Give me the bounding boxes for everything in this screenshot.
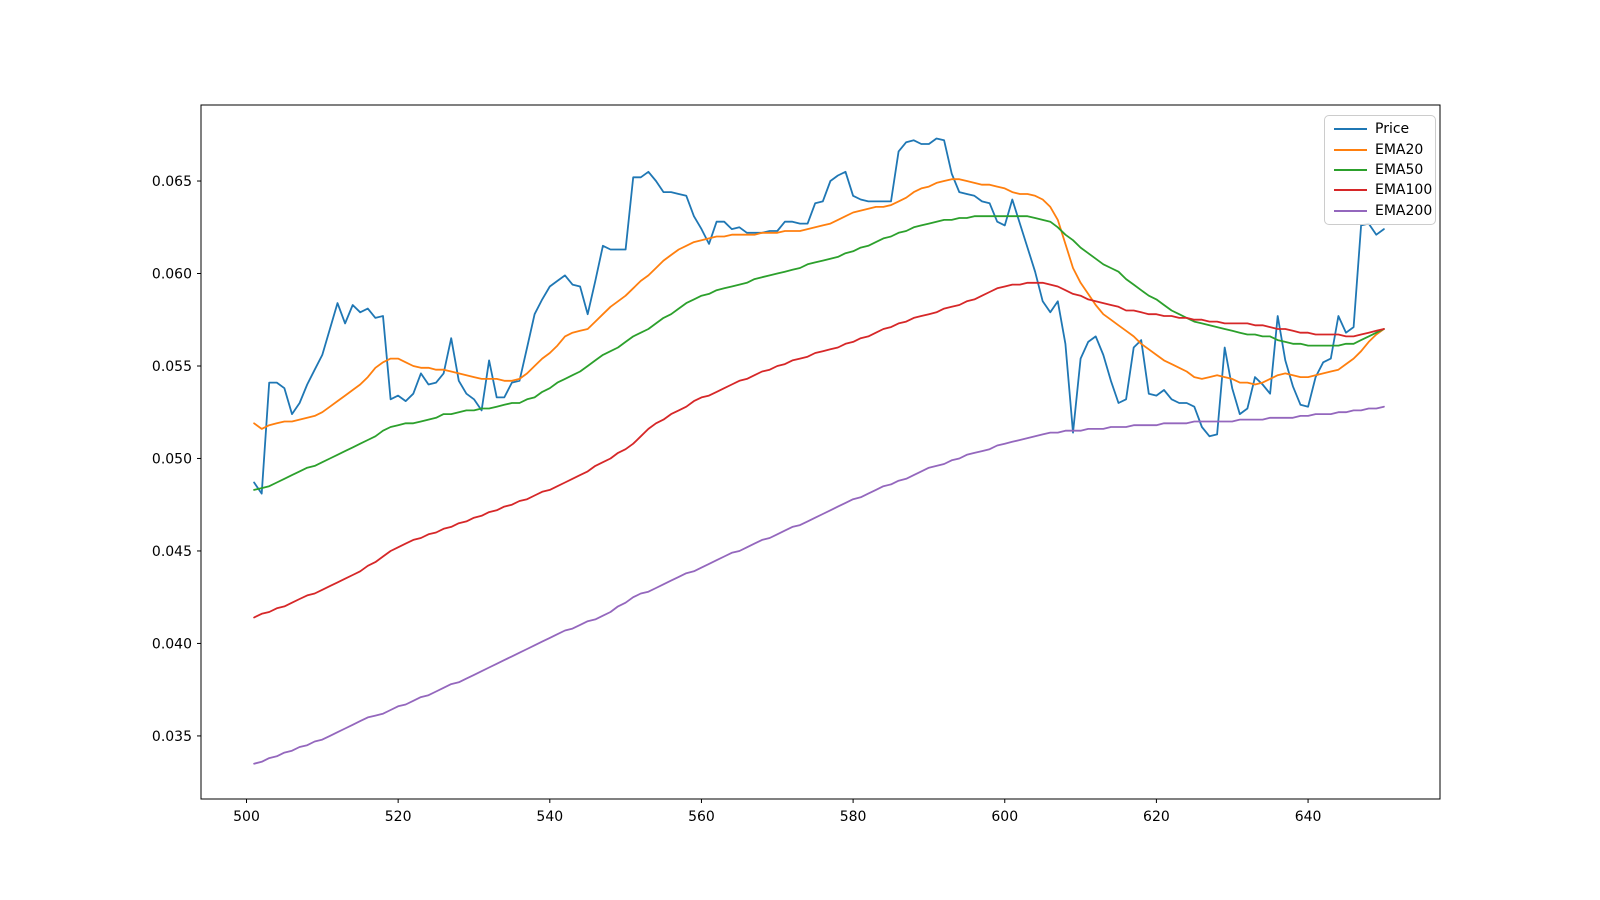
legend-label-ema100: EMA100: [1375, 182, 1433, 199]
y-tick-label: 0.055: [152, 359, 192, 375]
x-tick-label: 640: [1295, 809, 1322, 825]
series-line-ema50: [253, 215, 1385, 491]
y-tick-label: 0.045: [152, 544, 192, 560]
x-tick-label: 580: [840, 809, 867, 825]
x-tick-label: 540: [536, 809, 563, 825]
y-tick-label: 0.050: [152, 451, 192, 467]
x-axis: 500 520 540 560 580 600 620 640: [233, 799, 1321, 825]
legend-item-ema200: EMA200: [1325, 201, 1435, 221]
legend-label-price: Price: [1375, 121, 1410, 138]
series-lines: [253, 137, 1385, 765]
legend-label-ema200: EMA200: [1375, 202, 1433, 219]
legend-item-price: Price: [1325, 119, 1435, 139]
x-tick-label: 500: [233, 809, 260, 825]
legend: Price EMA20 EMA50 EMA100 EMA200: [1324, 115, 1436, 225]
x-tick-label: 560: [688, 809, 715, 825]
legend-line-swatch-price: [1334, 128, 1367, 131]
y-tick-label: 0.060: [152, 267, 192, 283]
x-tick-label: 520: [385, 809, 412, 825]
y-tick-label: 0.065: [152, 174, 192, 190]
series-line-ema200: [253, 405, 1385, 765]
legend-line-swatch-ema100: [1334, 189, 1367, 192]
legend-line-swatch-ema20: [1334, 148, 1367, 151]
legend-line-swatch-ema200: [1334, 209, 1367, 212]
y-axis: 0.035 0.040 0.045 0.050 0.055 0.060 0.065: [152, 174, 201, 745]
series-line-ema20: [253, 178, 1385, 430]
y-tick-label: 0.035: [152, 729, 192, 745]
y-tick-label: 0.040: [152, 636, 192, 652]
x-tick-label: 620: [1143, 809, 1170, 825]
legend-label-ema20: EMA20: [1375, 141, 1424, 158]
series-line-price: [253, 137, 1385, 495]
legend-item-ema100: EMA100: [1325, 180, 1435, 200]
legend-item-ema20: EMA20: [1325, 139, 1435, 159]
series-line-ema100: [253, 281, 1385, 619]
legend-item-ema50: EMA50: [1325, 160, 1435, 180]
axes-frame: [200, 104, 1441, 800]
x-tick-label: 600: [991, 809, 1018, 825]
legend-label-ema50: EMA50: [1375, 162, 1424, 178]
legend-line-swatch-ema50: [1334, 169, 1367, 171]
